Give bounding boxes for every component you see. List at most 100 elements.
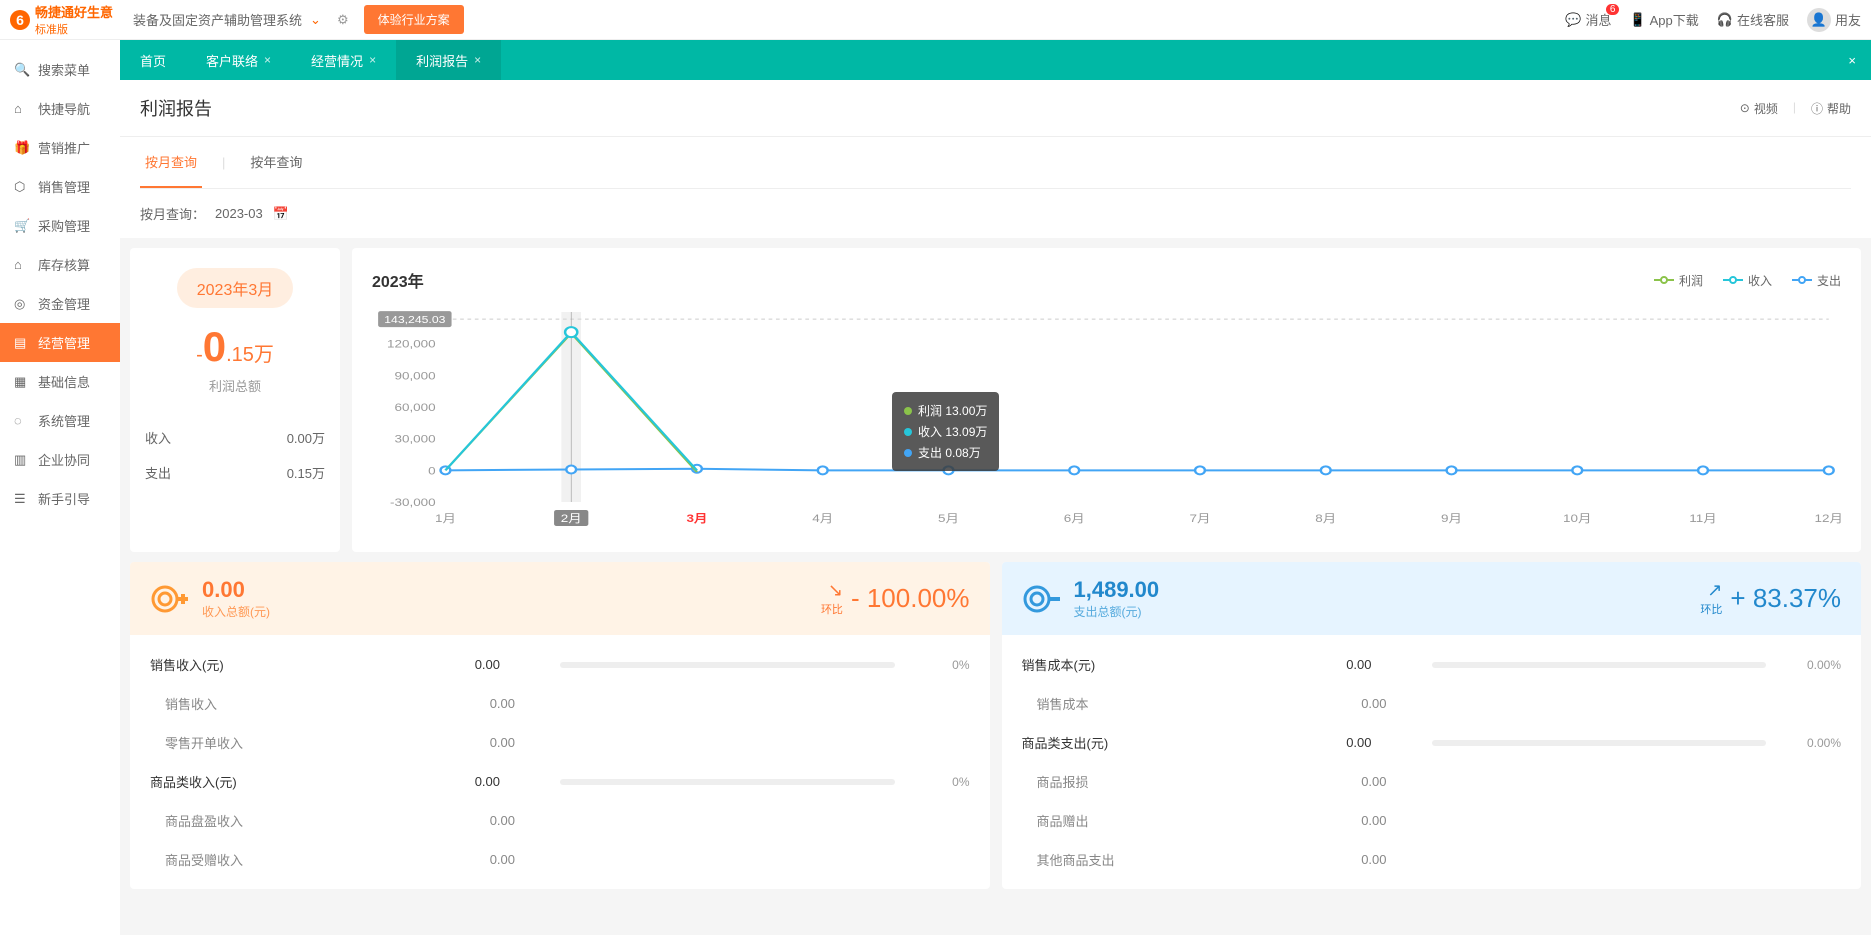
sidebar-item-8[interactable]: ▦基础信息	[0, 362, 120, 401]
sidebar-label: 销售管理	[38, 177, 90, 196]
svg-text:5月: 5月	[938, 512, 959, 525]
expense-icon	[1022, 579, 1062, 619]
sidebar-item-9[interactable]: ◌系统管理	[0, 401, 120, 440]
expense-sub: 支出总额(元)	[1074, 603, 1160, 620]
svg-text:2月: 2月	[561, 512, 582, 525]
sidebar-label: 搜索菜单	[38, 60, 90, 79]
expense-trend-pct: + 83.37%	[1730, 583, 1841, 614]
svg-text:143,245.03: 143,245.03	[384, 315, 445, 326]
sidebar-icon: ⬡	[14, 179, 30, 195]
gear-icon[interactable]: ⚙	[337, 12, 349, 28]
breakdown-row: 商品类支出(元)0.000.00%	[1022, 723, 1842, 762]
svg-text:30,000: 30,000	[394, 433, 435, 446]
month-row: 收入0.00万	[145, 420, 325, 455]
tabs-bar: 首页客户联络×经营情况×利润报告××	[120, 40, 1871, 80]
sidebar-item-6[interactable]: ◎资金管理	[0, 284, 120, 323]
sidebar-icon: 🔍	[14, 62, 30, 78]
support-link[interactable]: 🎧 在线客服	[1717, 10, 1789, 29]
tab-1[interactable]: 客户联络×	[186, 40, 291, 80]
app-download-link[interactable]: 📱 App下载	[1629, 10, 1698, 29]
breakdown-row: 商品盘盈收入0.00	[150, 801, 970, 840]
query-date[interactable]: 2023-03	[215, 206, 263, 221]
user-menu[interactable]: 👤 用友	[1807, 8, 1861, 32]
sidebar-item-4[interactable]: 🛒采购管理	[0, 206, 120, 245]
tab-query-year[interactable]: 按年查询	[245, 137, 307, 188]
sidebar-icon: ▤	[14, 335, 30, 351]
tab-label: 首页	[140, 51, 166, 70]
tabs-close-all[interactable]: ×	[1833, 53, 1871, 68]
sidebar-label: 采购管理	[38, 216, 90, 235]
sidebar-label: 新手引导	[38, 489, 90, 508]
breakdown-row: 商品类收入(元)0.000%	[150, 762, 970, 801]
chart-title: 2023年	[372, 268, 424, 292]
sidebar-label: 库存核算	[38, 255, 90, 274]
sidebar-item-0[interactable]: 🔍 搜索菜单	[0, 50, 120, 89]
expense-value: 1,489.00	[1074, 577, 1160, 603]
help-link[interactable]: ⓘ帮助	[1811, 100, 1851, 117]
sidebar-label: 营销推广	[38, 138, 90, 157]
sidebar-item-5[interactable]: ⌂ 库存核算	[0, 245, 120, 284]
income-card: 0.00 收入总额(元) ↘ 环比 - 100.00% 销售收入(元)0.000…	[130, 562, 990, 889]
sidebar-item-7[interactable]: ▤经营管理	[0, 323, 120, 362]
sidebar-icon: ☰	[14, 491, 30, 507]
trend-up-icon: ↗	[1700, 580, 1722, 601]
messages-link[interactable]: 💬 消息 6	[1565, 10, 1611, 29]
sidebar-icon: ▥	[14, 452, 30, 468]
svg-text:4月: 4月	[812, 512, 833, 525]
sidebar-item-10[interactable]: ▥企业协同	[0, 440, 120, 479]
tab-3[interactable]: 利润报告×	[396, 40, 501, 80]
close-icon[interactable]: ×	[264, 53, 271, 67]
month-badge: 2023年3月	[177, 268, 294, 308]
sidebar-icon: ⌂	[14, 257, 30, 273]
sidebar-item-2[interactable]: 🎁营销推广	[0, 128, 120, 167]
sidebar-item-1[interactable]: ⌂ 快捷导航	[0, 89, 120, 128]
trial-button[interactable]: 体验行业方案	[364, 5, 464, 34]
query-label: 按月查询：	[140, 204, 205, 223]
sidebar-item-11[interactable]: ☰ 新手引导	[0, 479, 120, 518]
legend-item[interactable]: 利润	[1654, 272, 1703, 289]
breakdown-row: 商品报损0.00	[1022, 762, 1842, 801]
svg-text:1月: 1月	[435, 512, 456, 525]
income-trend-label: 环比	[821, 601, 843, 617]
chart-tooltip: 利润 13.00万收入 13.09万支出 0.08万	[892, 392, 999, 471]
svg-text:9月: 9月	[1441, 512, 1462, 525]
sidebar-label: 基础信息	[38, 372, 90, 391]
expense-trend-label: 环比	[1700, 601, 1722, 617]
app-label: App下载	[1650, 10, 1699, 29]
sidebar-label: 快捷导航	[38, 99, 90, 118]
breakdown-row: 销售收入(元)0.000%	[150, 645, 970, 684]
video-label: 视频	[1754, 100, 1778, 117]
progress-bar	[1432, 662, 1767, 668]
message-icon: 💬	[1565, 12, 1581, 28]
calendar-icon[interactable]: 📅	[273, 206, 289, 222]
tab-query-month[interactable]: 按月查询	[140, 137, 202, 188]
tab-2[interactable]: 经营情况×	[291, 40, 396, 80]
close-icon[interactable]: ×	[474, 53, 481, 67]
legend-item[interactable]: 支出	[1792, 272, 1841, 289]
sidebar-item-3[interactable]: ⬡ 销售管理	[0, 167, 120, 206]
svg-text:3月: 3月	[686, 512, 707, 525]
logo-icon: 6	[10, 10, 30, 30]
breakdown-row: 其他商品支出0.00	[1022, 840, 1842, 879]
month-summary-card: 2023年3月 -0.15万 利润总额 收入0.00万支出0.15万	[130, 248, 340, 552]
page-title: 利润报告	[140, 95, 212, 121]
chevron-down-icon: ⌄	[310, 12, 321, 28]
sidebar-icon: ⌂	[14, 101, 30, 117]
chart-area: 143,245.03-30,000030,00060,00090,000120,…	[372, 302, 1841, 532]
legend-item[interactable]: 收入	[1723, 272, 1772, 289]
video-link[interactable]: ⊙视频	[1740, 100, 1778, 117]
profit-label: 利润总额	[145, 376, 325, 395]
close-icon[interactable]: ×	[369, 53, 376, 67]
page-header: 利润报告 ⊙视频 | ⓘ帮助	[120, 80, 1871, 137]
phone-icon: 📱	[1629, 12, 1645, 28]
system-selector[interactable]: 装备及固定资产辅助管理系统 ⌄ ⚙	[133, 10, 349, 29]
top-bar: 6 畅捷通好生意 标准版 装备及固定资产辅助管理系统 ⌄ ⚙ 体验行业方案 💬 …	[0, 0, 1871, 40]
income-sub: 收入总额(元)	[202, 603, 270, 620]
tab-0[interactable]: 首页	[120, 40, 186, 80]
logo: 6 畅捷通好生意 标准版	[10, 2, 113, 37]
sidebar-label: 系统管理	[38, 411, 90, 430]
support-label: 在线客服	[1737, 10, 1789, 29]
svg-text:12月: 12月	[1815, 512, 1843, 525]
trend-down-icon: ↘	[821, 580, 843, 601]
content: 按月查询 | 按年查询 按月查询： 2023-03 📅 2023年3月 -0.1…	[120, 137, 1871, 935]
